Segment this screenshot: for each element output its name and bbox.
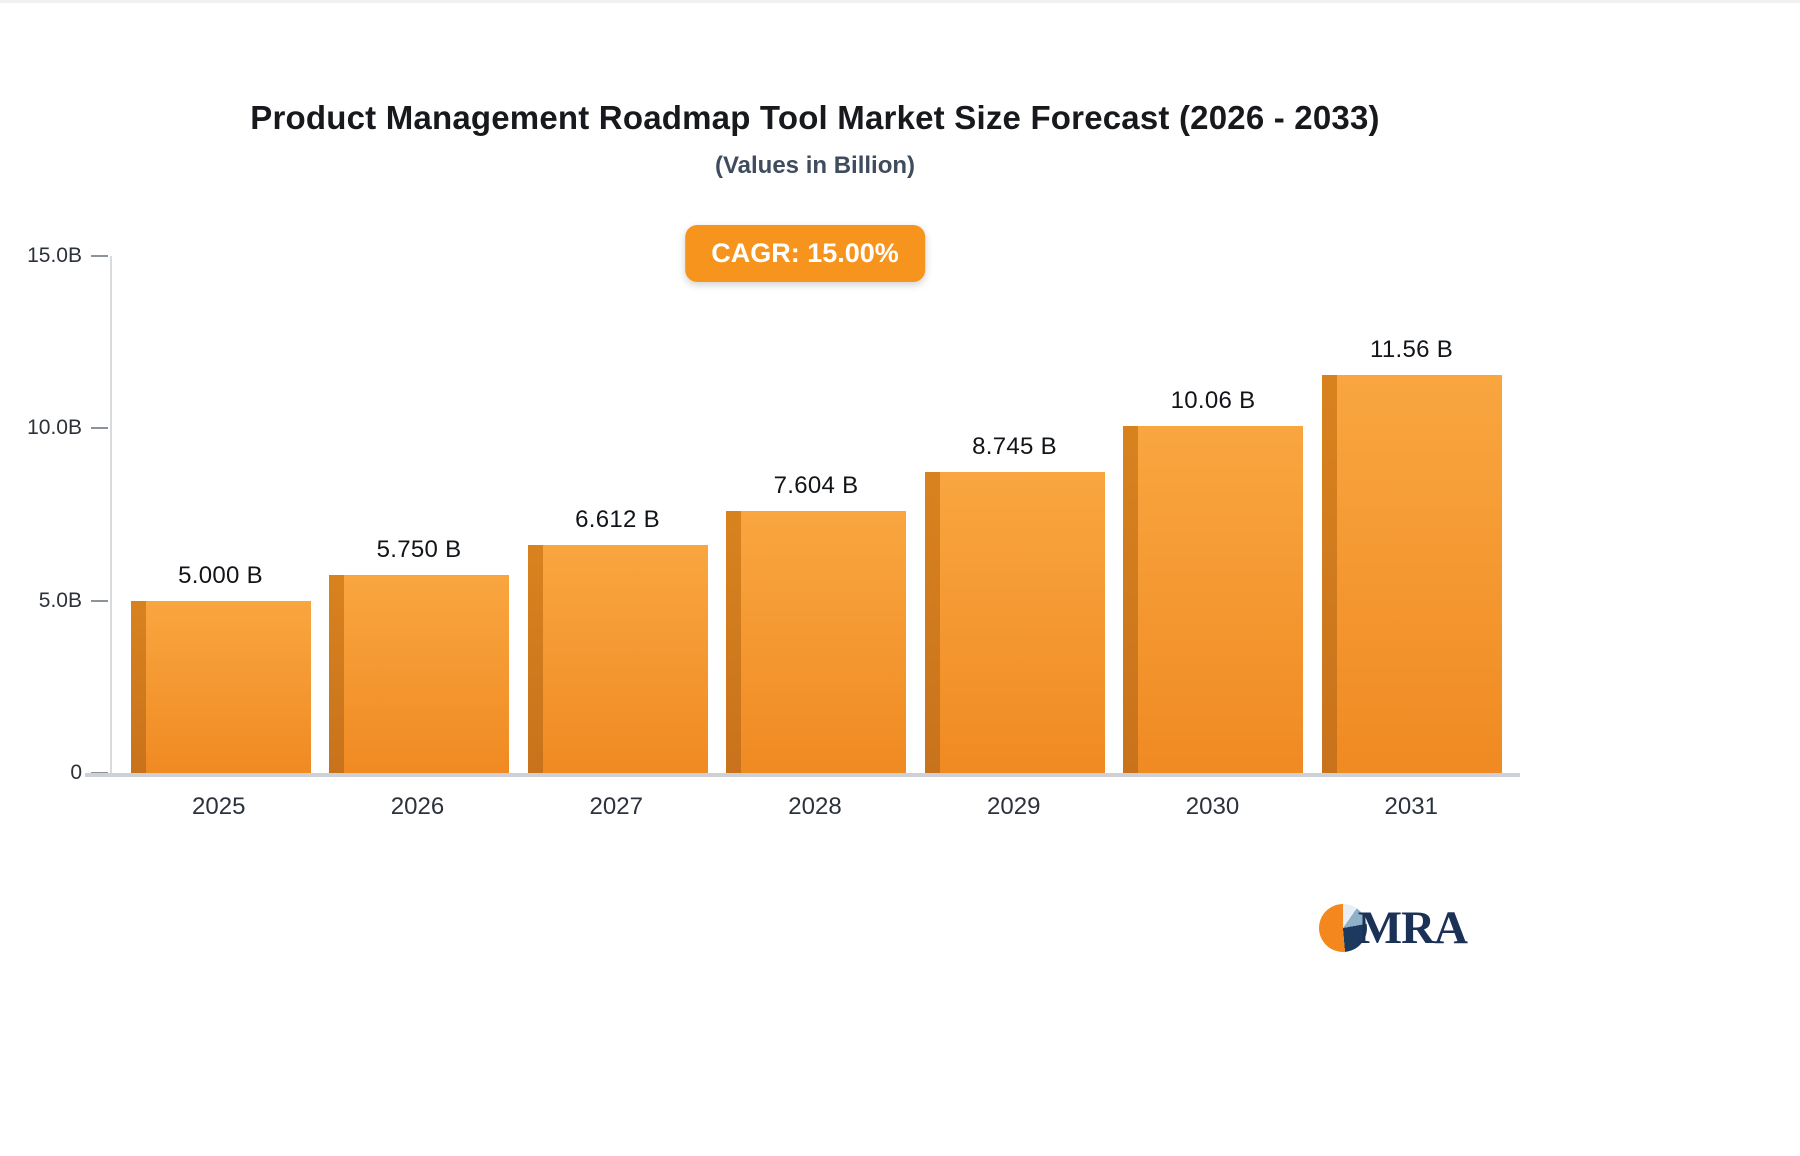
bar-value-label: 10.06 B <box>1170 387 1256 415</box>
x-axis-category-label: 2031 <box>1384 793 1438 820</box>
bar-value-label: 5.000 B <box>178 561 263 589</box>
y-tick-mark <box>91 599 108 602</box>
logo-text: MRA <box>1357 902 1468 954</box>
bar-side-shading <box>726 510 741 773</box>
bar-group: 6.612 B <box>527 506 708 773</box>
bar <box>726 510 906 773</box>
bar-side-shading <box>1123 426 1138 773</box>
chart-subtitle: (Values in Billion) <box>714 152 916 179</box>
bar <box>924 471 1105 773</box>
y-tick-label: 15.0B <box>27 244 82 267</box>
y-tick-label: 0 <box>70 761 82 784</box>
y-tick-mark <box>91 427 108 430</box>
y-tick-mark <box>91 255 108 257</box>
bar <box>329 574 509 773</box>
bar <box>1123 426 1303 773</box>
bar-group: 5.750 B <box>329 536 509 773</box>
x-axis-category-label: 2026 <box>390 793 445 820</box>
bar-value-label: 11.56 B <box>1369 335 1454 363</box>
bars-container: 5.000 B 5.750 B 6.612 B 7.604 B 8.745 B 10.06… <box>112 256 1520 773</box>
x-axis-labels: 2025 2026 2027 2028 2029 2030 2031 <box>110 793 1520 821</box>
y-tick-label: 5.0B <box>38 588 82 612</box>
plot-area: 15.0B 10.0B 5.0B 0 5.000 B 5.750 B 6.612 B 7.6… <box>27 244 1520 784</box>
chart-title: Product Management Roadmap Tool Market S… <box>250 99 1380 136</box>
bar-side-shading <box>1321 374 1337 773</box>
brand-logo: MRA <box>1318 901 1468 955</box>
logo-pie-icon <box>1318 904 1367 952</box>
x-axis-category-label: 2027 <box>589 793 643 820</box>
y-tick: 10.0B <box>27 416 108 440</box>
x-axis-category-label: 2028 <box>788 793 842 820</box>
bar-group: 11.56 B <box>1321 335 1502 773</box>
y-tick-label: 10.0B <box>27 416 82 440</box>
bar <box>1321 374 1502 773</box>
bar <box>527 545 708 773</box>
bar-group: 8.745 B <box>924 432 1105 773</box>
bar-side-shading <box>924 471 940 773</box>
y-tick-mark <box>91 772 108 774</box>
bar-value-label: 8.745 B <box>972 432 1057 460</box>
bar-side-shading <box>329 574 344 773</box>
bar-group: 7.604 B <box>726 472 906 773</box>
bar <box>130 600 311 773</box>
bar-value-label: 5.750 B <box>376 535 462 563</box>
bar-value-label: 6.612 B <box>575 506 660 534</box>
x-axis-category-label: 2029 <box>987 793 1041 820</box>
bar-side-shading <box>527 545 543 773</box>
bar-side-shading <box>130 600 146 773</box>
cagr-badge: CAGR: 15.00% <box>685 225 925 282</box>
y-tick: 0 <box>70 761 108 785</box>
x-axis-category-label: 2025 <box>192 793 246 820</box>
bar-group: 10.06 B <box>1123 387 1303 773</box>
y-tick: 15.0B <box>27 244 108 268</box>
x-axis-category-label: 2030 <box>1185 793 1240 820</box>
y-tick: 5.0B <box>39 589 108 613</box>
bar-value-label: 7.604 B <box>773 471 859 499</box>
bar-group: 5.000 B <box>130 561 311 773</box>
